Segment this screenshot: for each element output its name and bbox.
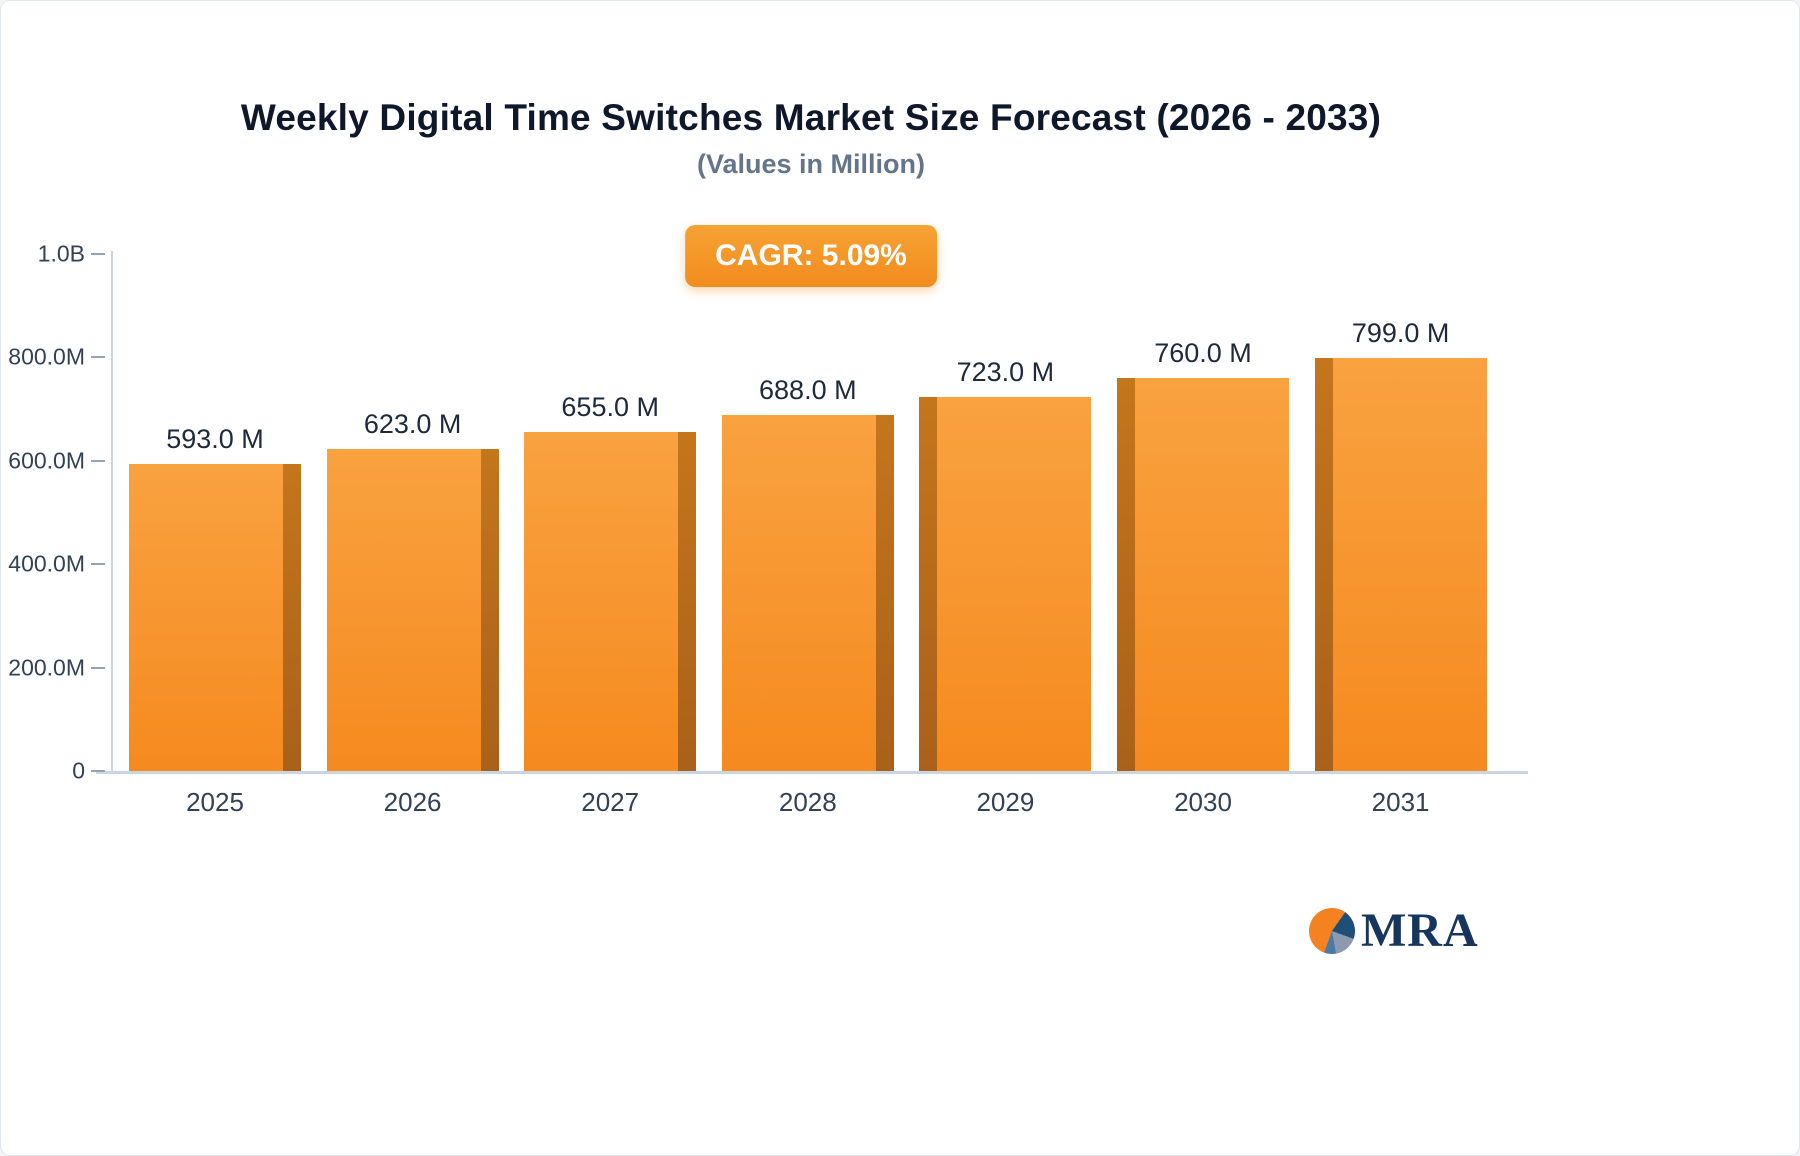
mra-logo-text: MRA bbox=[1361, 904, 1479, 957]
bar-2028 bbox=[721, 415, 894, 771]
bar-value-label: 723.0 M bbox=[956, 357, 1055, 388]
mra-logo-pie-icon bbox=[1309, 907, 1355, 954]
bar-value-label: 688.0 M bbox=[759, 375, 857, 406]
bar-side-shadow bbox=[875, 415, 894, 771]
bar-face bbox=[1332, 357, 1487, 771]
bar-side-shadow bbox=[919, 397, 938, 771]
y-tick-mark bbox=[91, 356, 105, 359]
bar-side-shadow bbox=[1314, 357, 1333, 771]
bar-side-shadow bbox=[1117, 378, 1135, 771]
bar-value-label: 655.0 M bbox=[561, 392, 659, 423]
y-tick-label: 200.0M bbox=[8, 654, 85, 681]
bar-2029 bbox=[919, 397, 1092, 771]
x-tick-label: 2029 bbox=[976, 787, 1035, 817]
bar-2027 bbox=[524, 432, 697, 771]
bar-value-label: 799.0 M bbox=[1351, 317, 1450, 348]
x-tick-label: 2027 bbox=[581, 787, 640, 817]
bar-2025 bbox=[129, 464, 301, 771]
bar-2031 bbox=[1314, 357, 1487, 771]
y-tick-mark bbox=[91, 459, 105, 462]
x-axis-line bbox=[96, 771, 1528, 774]
y-axis-line bbox=[111, 251, 113, 773]
y-tick-mark bbox=[91, 253, 105, 255]
y-tick-mark bbox=[91, 770, 105, 772]
x-tick-label: 2028 bbox=[778, 787, 837, 817]
bar-side-shadow bbox=[480, 448, 499, 771]
bar-value-label: 623.0 M bbox=[363, 408, 462, 439]
x-tick-label: 2031 bbox=[1371, 787, 1430, 817]
bar-face bbox=[721, 415, 876, 771]
cagr-badge: CAGR: 5.09% bbox=[685, 225, 937, 287]
bar-face bbox=[326, 448, 481, 771]
y-tick-label: 400.0M bbox=[8, 550, 85, 577]
bar-face bbox=[937, 397, 1092, 771]
y-tick-label: 1.0B bbox=[37, 240, 85, 267]
bar-face bbox=[1135, 378, 1289, 771]
bar-2030 bbox=[1117, 378, 1289, 771]
y-tick-mark bbox=[91, 563, 105, 566]
bar-2026 bbox=[326, 448, 499, 771]
bar-face bbox=[129, 464, 283, 771]
chart-title: Weekly Digital Time Switches Market Size… bbox=[240, 97, 1382, 138]
bar-value-label: 760.0 M bbox=[1154, 338, 1252, 369]
bar-side-shadow bbox=[283, 464, 301, 771]
x-tick-label: 2026 bbox=[383, 787, 442, 817]
bar-face bbox=[524, 432, 679, 771]
x-tick-label: 2030 bbox=[1174, 787, 1232, 817]
y-tick-label: 800.0M bbox=[8, 343, 85, 370]
mra-logo: MRA bbox=[1309, 903, 1479, 958]
bar-value-label: 593.0 M bbox=[166, 424, 264, 455]
bar-side-shadow bbox=[678, 432, 697, 771]
chart-subtitle: (Values in Million) bbox=[696, 149, 926, 179]
y-tick-label: 0 bbox=[72, 757, 85, 784]
x-tick-label: 2025 bbox=[186, 787, 244, 817]
y-tick-mark bbox=[91, 666, 105, 669]
y-tick-label: 600.0M bbox=[8, 447, 85, 474]
